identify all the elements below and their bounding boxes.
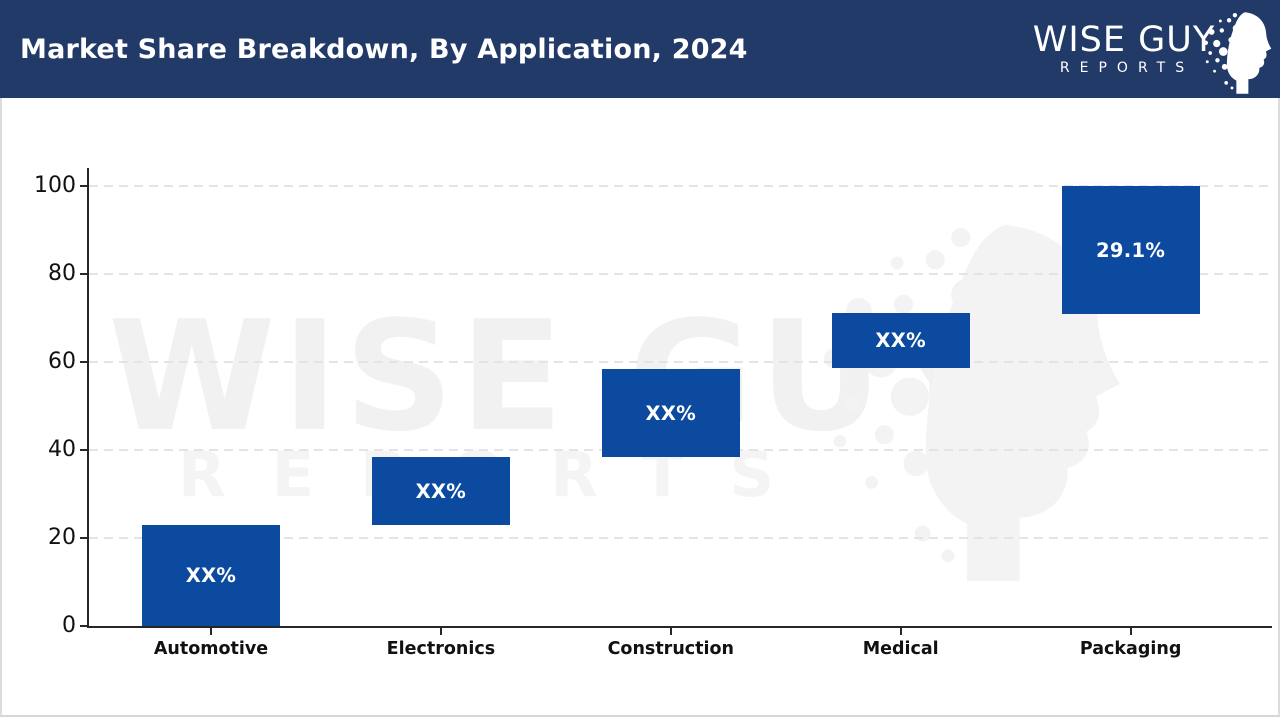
y-tick-label-80: 80: [48, 261, 76, 287]
gridline-20: [89, 537, 1270, 539]
x-tick-construction: [669, 628, 672, 635]
gridline-100: [89, 185, 1270, 188]
logo-brand-name: WISE GUY: [1032, 20, 1216, 60]
y-tick-60: [80, 361, 88, 364]
bar-packaging: 29.1%: [1061, 186, 1200, 315]
wiseguy-logo: WISE GUY REPORTS: [1030, 12, 1274, 94]
y-tick-0: [80, 625, 88, 627]
x-tick-label-packaging: Packaging: [1079, 639, 1182, 659]
x-tick-medical: [899, 628, 902, 635]
x-tick-automotive: [210, 628, 212, 635]
y-tick-label-0: 0: [62, 613, 76, 638]
x-tick-label-construction: Construction: [607, 639, 734, 659]
x-tick-packaging: [1129, 628, 1132, 635]
bar-construction: XX%: [601, 368, 740, 458]
bar-value-label: 29.1%: [1096, 238, 1166, 262]
logo-brand-subname: REPORTS: [1059, 60, 1195, 76]
chart-title: Market Share Breakdown, By Application, …: [20, 34, 748, 65]
y-tick-100: [80, 185, 88, 188]
x-tick-electronics: [439, 628, 442, 635]
bar-value-label: XX%: [185, 563, 237, 587]
x-tick-label-automotive: Automotive: [153, 639, 269, 659]
gridline-80: [89, 273, 1270, 276]
bar-automotive: XX%: [142, 524, 280, 626]
y-tick-40: [80, 449, 88, 451]
y-tick-label-20: 20: [48, 525, 76, 550]
wiseguy-face-icon: [1203, 12, 1272, 94]
bar-medical: XX%: [831, 313, 970, 369]
x-tick-label-electronics: Electronics: [386, 639, 496, 659]
y-axis-spine: [87, 168, 89, 628]
y-tick-80: [80, 273, 88, 276]
y-tick-20: [80, 537, 88, 539]
bar-electronics: XX%: [371, 457, 510, 525]
x-tick-label-medical: Medical: [862, 639, 939, 659]
bar-value-label: XX%: [875, 329, 926, 353]
gridline-60: [89, 361, 1270, 364]
x-axis-spine: [87, 626, 1272, 628]
y-tick-label-100: 100: [34, 173, 76, 199]
wiseguy-logo-text: WISE GUY REPORTS: [1030, 22, 1218, 77]
header-bar: Market Share Breakdown, By Application, …: [0, 0, 1280, 98]
bar-value-label: XX%: [415, 479, 467, 503]
bar-value-label: XX%: [645, 401, 697, 425]
y-tick-label-40: 40: [48, 437, 76, 462]
y-tick-label-60: 60: [48, 349, 76, 375]
